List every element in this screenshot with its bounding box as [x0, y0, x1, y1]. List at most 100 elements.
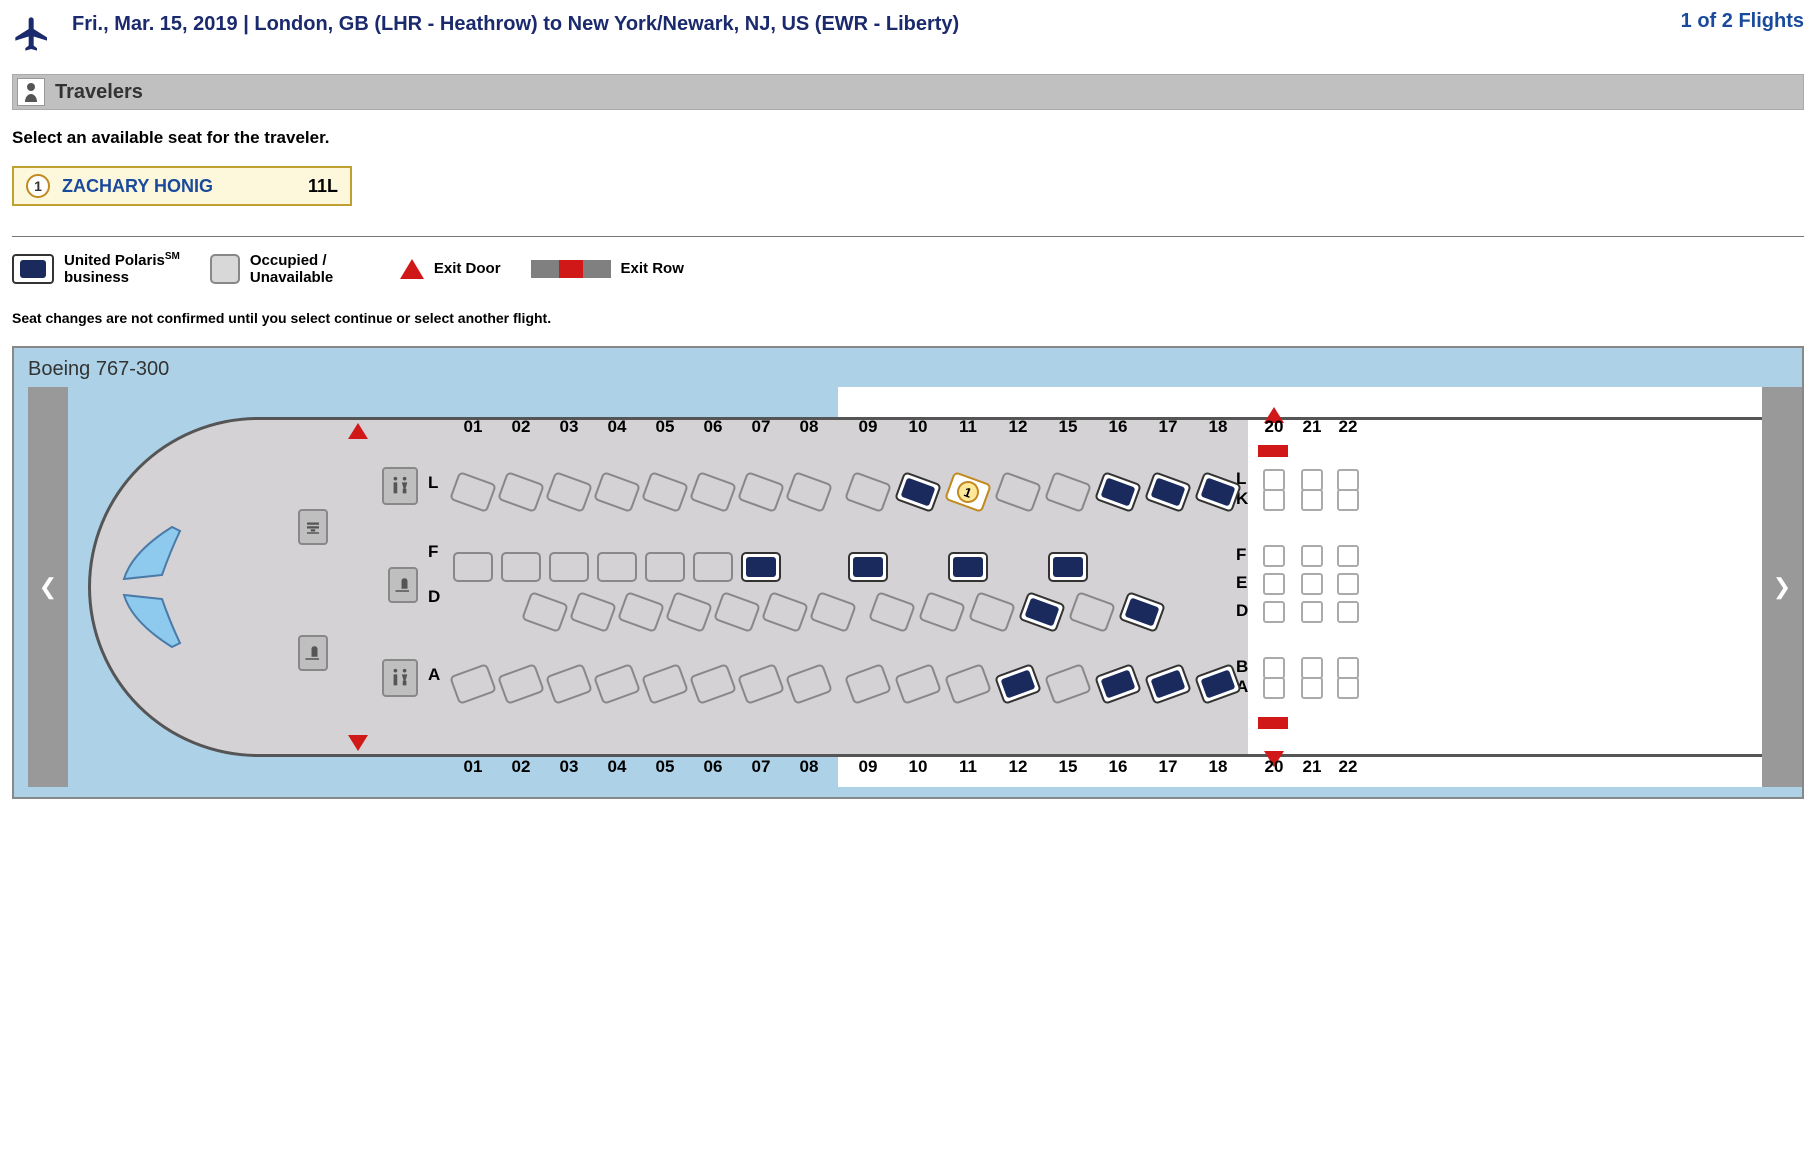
column-label: 02: [512, 757, 531, 777]
lavatory-icon: [382, 467, 418, 505]
column-label: 06: [704, 757, 723, 777]
seat-21K: [1301, 489, 1323, 511]
column-label: 18: [1209, 417, 1228, 437]
aircraft-type: Boeing 767-300: [28, 358, 1802, 381]
airplane-icon: [12, 14, 52, 54]
seat-22K: [1337, 489, 1359, 511]
seat-21E: [1301, 573, 1323, 595]
legend-polaris-sup: SM: [165, 251, 180, 262]
column-label: 12: [1009, 417, 1028, 437]
column-label: 18: [1209, 757, 1228, 777]
column-label: 04: [608, 757, 627, 777]
column-label: 01: [464, 757, 483, 777]
flight-count: 1 of 2 Flights: [1681, 10, 1804, 33]
seat-22A: [1337, 677, 1359, 699]
column-label: 17: [1159, 417, 1178, 437]
column-label: 06: [704, 417, 723, 437]
traveler-number: 1: [26, 174, 50, 198]
row-label: A: [428, 665, 440, 685]
exit-row-icon: [531, 260, 611, 278]
traveler-seat: 11L: [308, 176, 338, 197]
legend-occupied: Occupied / Unavailable: [210, 252, 370, 286]
column-label: 08: [800, 757, 819, 777]
galley-icon: [298, 509, 328, 545]
column-label: 20: [1265, 417, 1284, 437]
legend-polaris: United PolarisSM business: [12, 251, 180, 286]
legend-exit-row-label: Exit Row: [621, 260, 684, 277]
legend-exit-door-label: Exit Door: [434, 260, 501, 277]
column-label: 11: [959, 417, 977, 437]
flight-header: Fri., Mar. 15, 2019 | London, GB (LHR - …: [12, 10, 1804, 54]
seat-21F: [1301, 545, 1323, 567]
seat-20A: [1263, 677, 1285, 699]
legend-polaris-label: United Polaris: [64, 252, 165, 269]
row-label: F: [428, 542, 438, 562]
seat-22L: [1337, 469, 1359, 491]
seat-05F: [645, 552, 685, 582]
exit-row-marker: [1258, 445, 1288, 457]
column-label: 21: [1303, 417, 1322, 437]
column-label: 17: [1159, 757, 1178, 777]
exit-door-icon: [400, 259, 424, 279]
column-label: 08: [800, 417, 819, 437]
travelers-section-bar: Travelers: [12, 74, 1804, 110]
scroll-right-button[interactable]: ❯: [1762, 387, 1802, 787]
route-text: Fri., Mar. 15, 2019 | London, GB (LHR - …: [72, 10, 1661, 38]
column-label: 03: [560, 757, 579, 777]
lavatory-icon: [382, 659, 418, 697]
row-label: D: [428, 587, 440, 607]
seat-04F: [597, 552, 637, 582]
seat-20E: [1263, 573, 1285, 595]
seat-22B: [1337, 657, 1359, 679]
traveler-name: ZACHARY HONIG: [62, 176, 296, 197]
cockpit-windows: [112, 517, 222, 657]
column-label: 12: [1009, 757, 1028, 777]
row-label: F: [1236, 545, 1246, 565]
column-label: 16: [1109, 417, 1128, 437]
row-label: B: [1236, 657, 1248, 677]
column-label: 22: [1339, 757, 1358, 777]
column-label: 09: [859, 417, 878, 437]
column-label: 20: [1265, 757, 1284, 777]
column-label: 02: [512, 417, 531, 437]
exit-door-icon: [348, 735, 368, 751]
traveler-card[interactable]: 1 ZACHARY HONIG 11L: [12, 166, 352, 206]
column-label: 11: [959, 757, 977, 777]
column-label: 15: [1059, 417, 1078, 437]
divider: [12, 236, 1804, 237]
column-label: 03: [560, 417, 579, 437]
column-label: 16: [1109, 757, 1128, 777]
legend-exit-row: Exit Row: [531, 260, 684, 278]
section-title: Travelers: [55, 81, 143, 104]
seat-03F: [549, 552, 589, 582]
seat-06F: [693, 552, 733, 582]
column-label: 07: [752, 417, 771, 437]
seatmap-container: Boeing 767-300 ❮: [12, 346, 1804, 799]
seat-07F[interactable]: [741, 552, 781, 582]
galley-icon: [298, 635, 328, 671]
legend-polaris-sub: business: [64, 269, 129, 286]
legend-exit-door: Exit Door: [400, 259, 501, 279]
scroll-left-button[interactable]: ❮: [28, 387, 68, 787]
seat-09F[interactable]: [848, 552, 888, 582]
column-label: 05: [656, 417, 675, 437]
occupied-seat-icon: [210, 254, 240, 284]
seat-15F[interactable]: [1048, 552, 1088, 582]
seat-21A: [1301, 677, 1323, 699]
row-label: E: [1236, 573, 1247, 593]
seat-20K: [1263, 489, 1285, 511]
econ-cabin: [1248, 420, 1802, 754]
plane-body: 01020304050607080910111215161718202122 0…: [68, 387, 1802, 787]
seat-11F[interactable]: [948, 552, 988, 582]
seat-22E: [1337, 573, 1359, 595]
column-label: 04: [608, 417, 627, 437]
row-label: L: [428, 473, 438, 493]
column-label: 07: [752, 757, 771, 777]
confirmation-note: Seat changes are not confirmed until you…: [12, 310, 1804, 326]
column-label: 22: [1339, 417, 1358, 437]
seat-21L: [1301, 469, 1323, 491]
seat-20D: [1263, 601, 1285, 623]
legend-occupied-label: Occupied / Unavailable: [250, 252, 370, 286]
seat-22D: [1337, 601, 1359, 623]
galley-icon: [388, 567, 418, 603]
